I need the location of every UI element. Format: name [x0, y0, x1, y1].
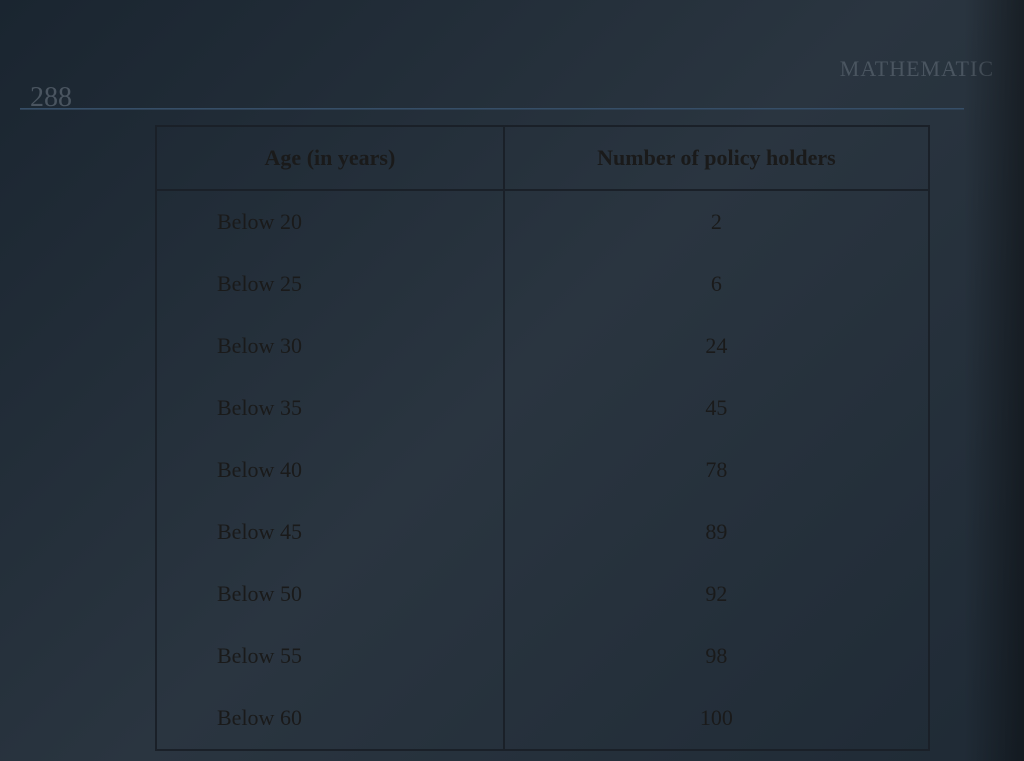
cell-age: Below 20 — [156, 190, 504, 253]
policy-holders-table-container: Age (in years) Number of policy holders … — [155, 125, 930, 751]
table-row: Below 35 45 — [156, 377, 929, 439]
column-header-age: Age (in years) — [156, 126, 504, 190]
table-row: Below 20 2 — [156, 190, 929, 253]
table-body: Below 20 2 Below 25 6 Below 30 24 Below … — [156, 190, 929, 750]
cell-count: 2 — [504, 190, 929, 253]
cell-count: 24 — [504, 315, 929, 377]
cell-age: Below 30 — [156, 315, 504, 377]
cell-age: Below 40 — [156, 439, 504, 501]
cell-count: 92 — [504, 563, 929, 625]
cell-count: 45 — [504, 377, 929, 439]
page-edge-shadow — [964, 0, 1024, 761]
cell-age: Below 60 — [156, 687, 504, 750]
table-row: Below 25 6 — [156, 253, 929, 315]
cell-age: Below 25 — [156, 253, 504, 315]
column-header-policy-holders: Number of policy holders — [504, 126, 929, 190]
cell-count: 78 — [504, 439, 929, 501]
cell-age: Below 55 — [156, 625, 504, 687]
table-row: Below 50 92 — [156, 563, 929, 625]
table-row: Below 45 89 — [156, 501, 929, 563]
cell-count: 98 — [504, 625, 929, 687]
cell-age: Below 35 — [156, 377, 504, 439]
cell-age: Below 45 — [156, 501, 504, 563]
table-row: Below 40 78 — [156, 439, 929, 501]
table-row: Below 60 100 — [156, 687, 929, 750]
cell-count: 89 — [504, 501, 929, 563]
policy-holders-table: Age (in years) Number of policy holders … — [155, 125, 930, 751]
cell-age: Below 50 — [156, 563, 504, 625]
table-header-row: Age (in years) Number of policy holders — [156, 126, 929, 190]
cell-count: 100 — [504, 687, 929, 750]
table-row: Below 30 24 — [156, 315, 929, 377]
header-divider — [20, 108, 964, 110]
cell-count: 6 — [504, 253, 929, 315]
table-row: Below 55 98 — [156, 625, 929, 687]
